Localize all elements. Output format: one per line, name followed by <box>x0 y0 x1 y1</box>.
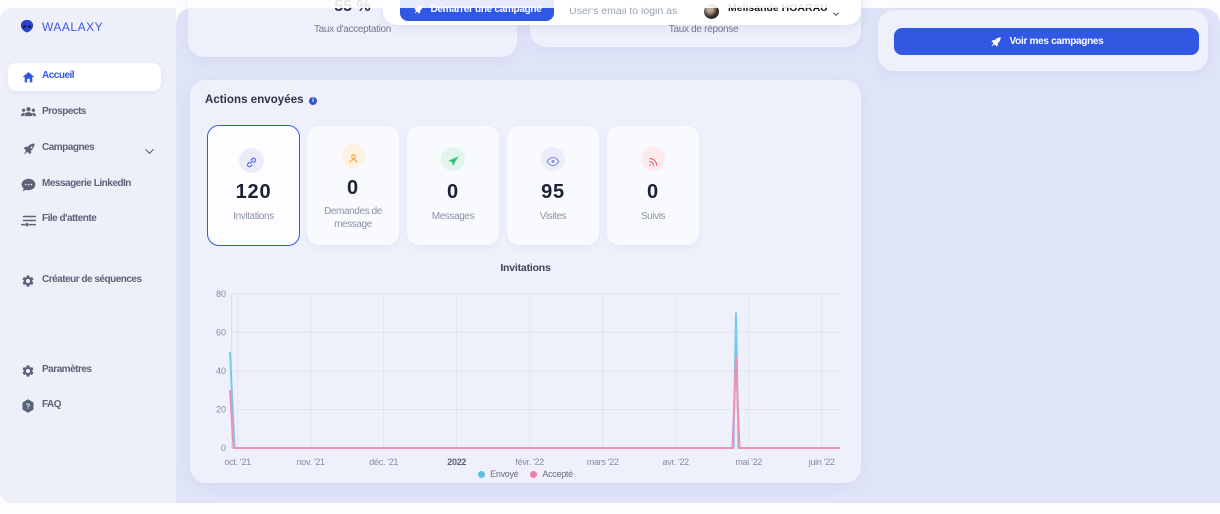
svg-text:20: 20 <box>216 405 226 415</box>
svg-text:nov. '21: nov. '21 <box>297 457 325 467</box>
svg-text:mai '22: mai '22 <box>735 457 762 467</box>
svg-text:oct. '21: oct. '21 <box>225 457 252 467</box>
svg-text:80: 80 <box>216 289 226 299</box>
svg-text:0: 0 <box>221 443 226 453</box>
svg-text:40: 40 <box>216 366 226 376</box>
svg-text:?: ? <box>26 402 31 411</box>
svg-text:2022: 2022 <box>447 457 466 467</box>
svg-text:mars '22: mars '22 <box>587 457 619 467</box>
svg-text:60: 60 <box>216 328 226 338</box>
svg-text:déc. '21: déc. '21 <box>369 457 398 467</box>
svg-text:avr. '22: avr. '22 <box>663 457 690 467</box>
svg-text:févr. '22: févr. '22 <box>515 457 544 467</box>
svg-text:juin '22: juin '22 <box>808 457 835 467</box>
